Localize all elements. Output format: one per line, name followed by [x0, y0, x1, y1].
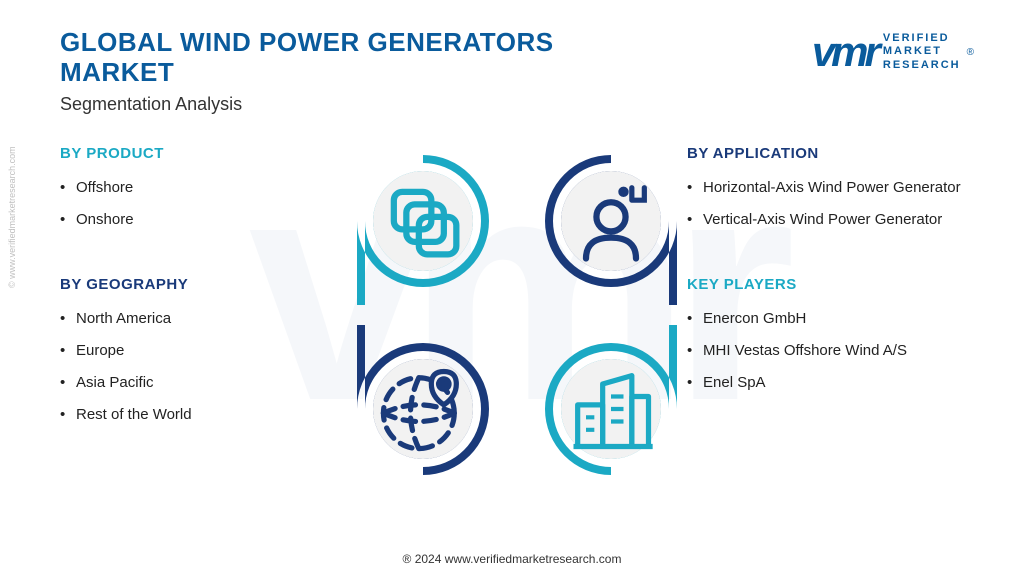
- section-product: BY PRODUCT Offshore Onshore: [60, 145, 347, 236]
- section-title-product: BY PRODUCT: [60, 145, 347, 162]
- section-title-players: KEY PLAYERS: [687, 276, 974, 293]
- section-title-geography: BY GEOGRAPHY: [60, 276, 347, 293]
- geography-list: North America Europe Asia Pacific Rest o…: [60, 303, 347, 431]
- logo-text: VERIFIED MARKET RESEARCH: [883, 32, 961, 72]
- list-item: Enercon GmbH: [687, 303, 974, 335]
- players-list: Enercon GmbH MHI Vestas Offshore Wind A/…: [687, 303, 974, 399]
- content-row: BY PRODUCT Offshore Onshore BY GEOGRAPHY…: [60, 135, 974, 535]
- logo-mark: vmr: [812, 28, 877, 76]
- list-item: MHI Vestas Offshore Wind A/S: [687, 335, 974, 367]
- petal-inner: [373, 359, 473, 459]
- petal-application: [527, 155, 677, 305]
- center-graphic: [357, 155, 677, 475]
- section-players: KEY PLAYERS Enercon GmbH MHI Vestas Offs…: [687, 276, 974, 399]
- petal-geography: [357, 325, 507, 475]
- petal-inner: [373, 171, 473, 271]
- layers-icon: [373, 171, 473, 271]
- left-column: BY PRODUCT Offshore Onshore BY GEOGRAPHY…: [60, 135, 357, 535]
- section-geography: BY GEOGRAPHY North America Europe Asia P…: [60, 276, 347, 431]
- main-container: GLOBAL WIND POWER GENERATORS MARKET Segm…: [0, 0, 1024, 576]
- list-item: Horizontal-Axis Wind Power Generator: [687, 172, 974, 204]
- logo: vmr VERIFIED MARKET RESEARCH ®: [812, 28, 974, 76]
- list-item: Enel SpA: [687, 367, 974, 399]
- logo-text-3: RESEARCH: [883, 59, 961, 71]
- list-item: Rest of the World: [60, 399, 347, 431]
- section-application: BY APPLICATION Horizontal-Axis Wind Powe…: [687, 145, 974, 236]
- list-item: North America: [60, 303, 347, 335]
- list-item: Asia Pacific: [60, 367, 347, 399]
- right-column: BY APPLICATION Horizontal-Axis Wind Powe…: [677, 135, 974, 535]
- application-list: Horizontal-Axis Wind Power Generator Ver…: [687, 172, 974, 236]
- logo-text-1: VERIFIED: [883, 32, 950, 44]
- list-item: Europe: [60, 335, 347, 367]
- person-icon: [561, 171, 661, 271]
- buildings-icon: [561, 359, 661, 459]
- header: GLOBAL WIND POWER GENERATORS MARKET Segm…: [60, 28, 974, 115]
- logo-registered: ®: [967, 47, 974, 58]
- globe-icon: [373, 359, 473, 459]
- list-item: Offshore: [60, 172, 347, 204]
- petal-players: [527, 325, 677, 475]
- title-line-1: GLOBAL WIND POWER GENERATORS: [60, 27, 554, 57]
- section-title-application: BY APPLICATION: [687, 145, 974, 162]
- title-line-2: MARKET: [60, 57, 174, 87]
- petal-product: [357, 155, 507, 305]
- petal-inner: [561, 171, 661, 271]
- list-item: Onshore: [60, 204, 347, 236]
- subtitle: Segmentation Analysis: [60, 94, 554, 115]
- title-block: GLOBAL WIND POWER GENERATORS MARKET Segm…: [60, 28, 554, 115]
- product-list: Offshore Onshore: [60, 172, 347, 236]
- list-item: Vertical-Axis Wind Power Generator: [687, 204, 974, 236]
- footer: ® 2024 www.verifiedmarketresearch.com: [403, 552, 622, 566]
- logo-text-2: MARKET: [883, 45, 942, 57]
- petal-inner: [561, 359, 661, 459]
- page-title: GLOBAL WIND POWER GENERATORS MARKET: [60, 28, 554, 88]
